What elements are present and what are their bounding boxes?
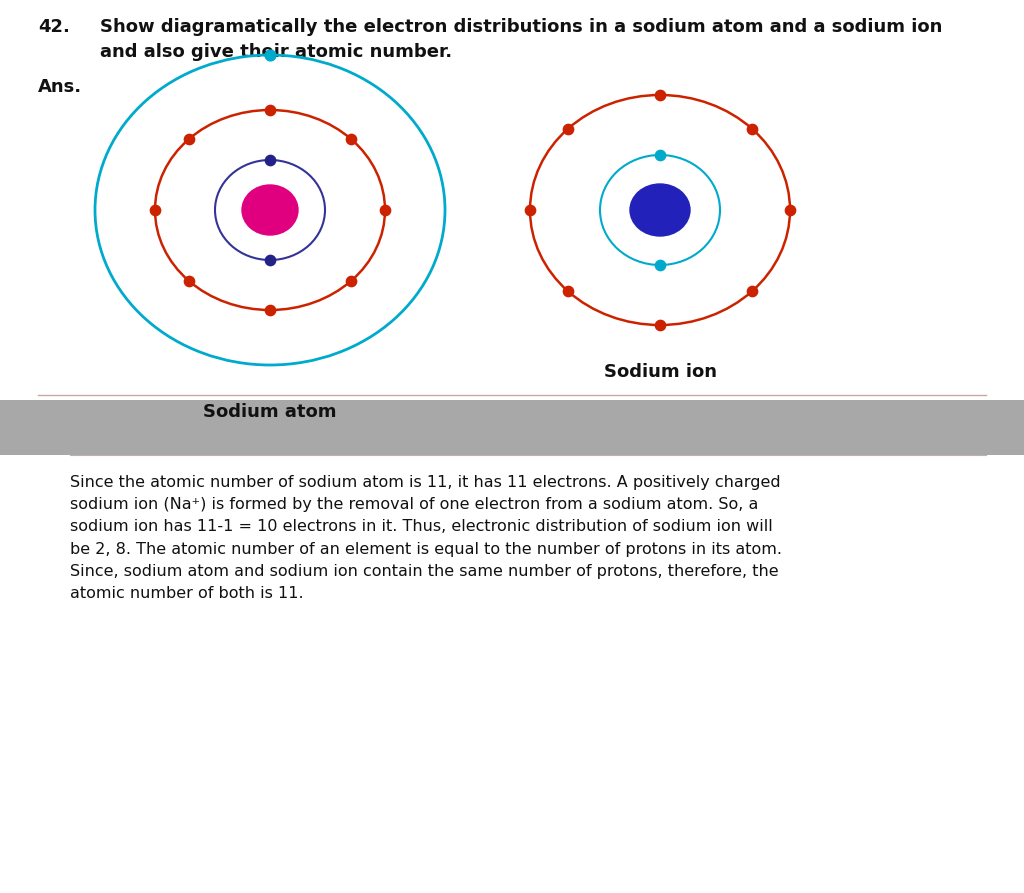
Point	[781, 203, 798, 217]
Point	[652, 88, 669, 102]
Point	[560, 284, 577, 298]
Text: 42.: 42.	[38, 18, 70, 36]
Ellipse shape	[630, 184, 690, 236]
Point	[180, 132, 197, 146]
Point	[262, 153, 279, 167]
Text: Show diagramatically the electron distributions in a sodium atom and a sodium io: Show diagramatically the electron distri…	[100, 18, 942, 61]
Text: Since the atomic number of sodium atom is 11, it has 11 electrons. A positively : Since the atomic number of sodium atom i…	[70, 475, 782, 601]
Text: Ans.: Ans.	[38, 78, 82, 96]
Point	[262, 303, 279, 317]
Ellipse shape	[242, 185, 298, 235]
Bar	[0, 400, 1024, 455]
Point	[262, 103, 279, 117]
Point	[377, 203, 393, 217]
Text: Sodium atom: Sodium atom	[203, 403, 337, 421]
Point	[652, 148, 669, 163]
Point	[522, 203, 539, 217]
Point	[652, 258, 669, 272]
Point	[560, 121, 577, 136]
Point	[262, 253, 279, 267]
Text: Sodium ion: Sodium ion	[603, 363, 717, 381]
Point	[343, 132, 359, 146]
Point	[146, 203, 163, 217]
Point	[743, 284, 760, 298]
Point	[343, 273, 359, 288]
Point	[743, 121, 760, 136]
Point	[652, 318, 669, 332]
Point	[262, 48, 279, 63]
Point	[180, 273, 197, 288]
